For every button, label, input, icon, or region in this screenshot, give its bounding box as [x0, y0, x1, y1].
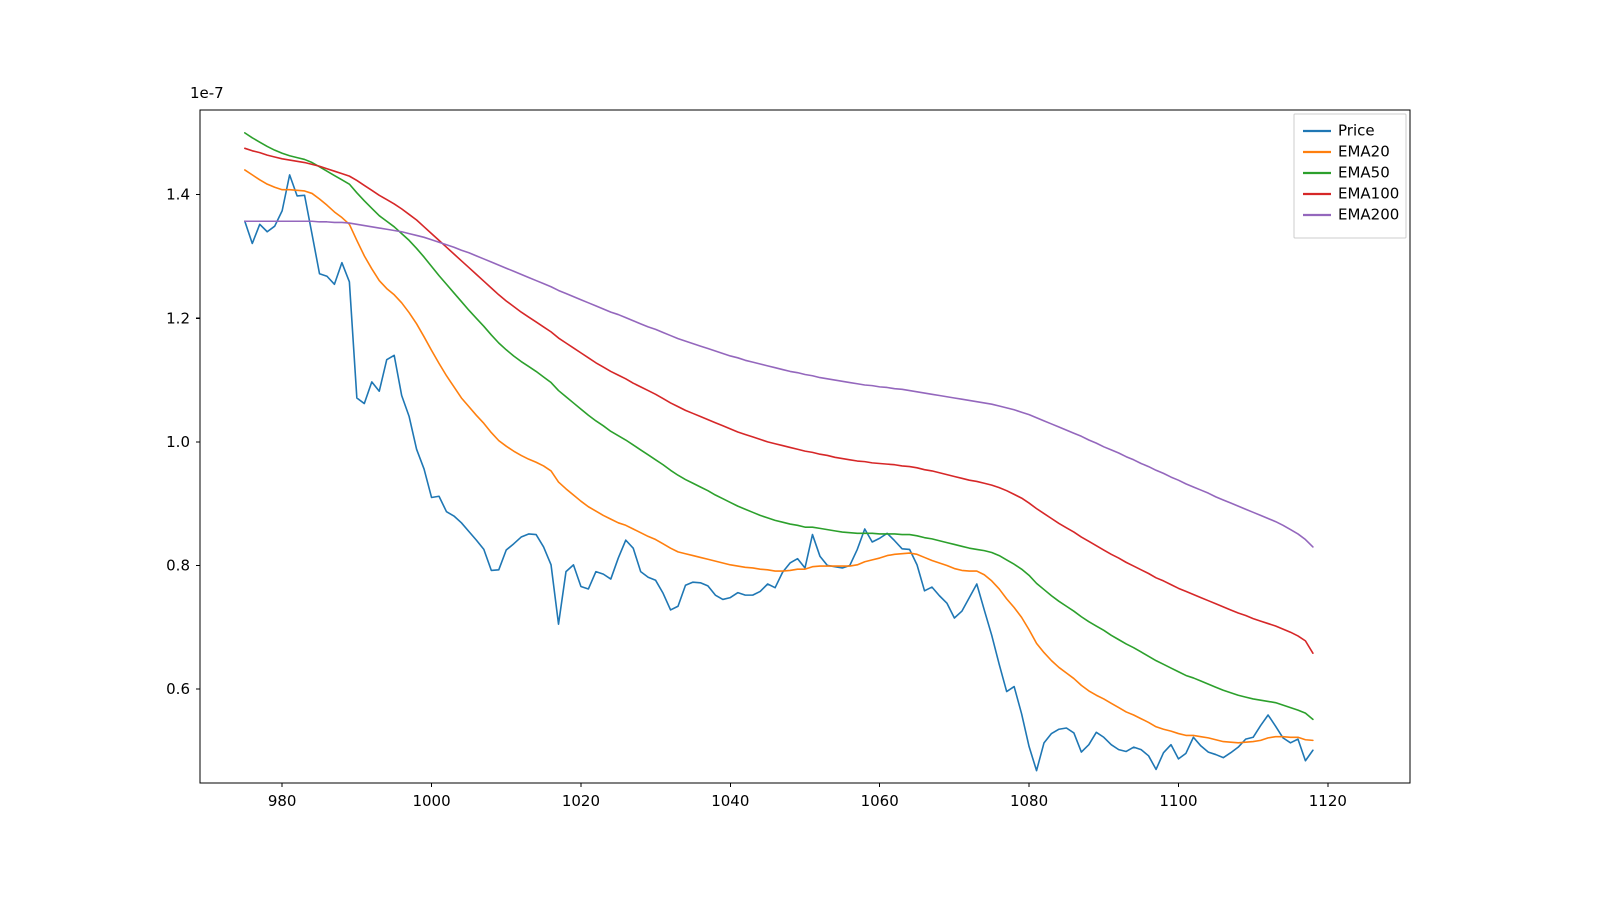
y-tick-label: 0.6	[166, 680, 190, 698]
series-line-ema20	[244, 169, 1314, 744]
series-line-ema100	[244, 147, 1314, 655]
x-tick-label: 980	[268, 792, 297, 810]
x-tick-label: 1040	[711, 792, 749, 810]
x-axis-ticks: 980 1000 1020 1040 1060 1080 1100 1120	[268, 783, 1347, 810]
y-tick-label: 1.2	[166, 309, 190, 327]
x-tick-label: 1000	[412, 792, 450, 810]
y-axis-offset-text: 1e-7	[190, 84, 224, 102]
y-axis-ticks: 0.6 0.8 1.0 1.2 1.4 1e-7	[166, 84, 224, 698]
legend-label-ema20: EMA20	[1338, 143, 1390, 161]
legend-label-ema200: EMA200	[1338, 206, 1399, 224]
plot-series	[244, 132, 1314, 772]
x-tick-label: 1080	[1010, 792, 1048, 810]
legend-label-ema100: EMA100	[1338, 185, 1399, 203]
axes-frame	[199, 109, 1411, 784]
legend-label-price: Price	[1338, 122, 1375, 140]
axes-box	[199, 109, 1411, 784]
legend: Price EMA20 EMA50 EMA100 EMA200	[1293, 113, 1407, 239]
legend-label-ema50: EMA50	[1338, 164, 1390, 182]
x-tick-label: 1120	[1309, 792, 1347, 810]
y-tick-label: 0.8	[166, 556, 190, 574]
y-tick-label: 1.4	[166, 186, 190, 204]
x-tick-label: 1100	[1159, 792, 1197, 810]
series-line-price	[244, 174, 1314, 772]
y-tick-label: 1.0	[166, 433, 190, 451]
legend-box	[1293, 113, 1407, 239]
x-tick-label: 1020	[562, 792, 600, 810]
series-line-ema200	[244, 220, 1314, 548]
x-tick-label: 1060	[861, 792, 899, 810]
series-line-ema50	[244, 132, 1314, 721]
